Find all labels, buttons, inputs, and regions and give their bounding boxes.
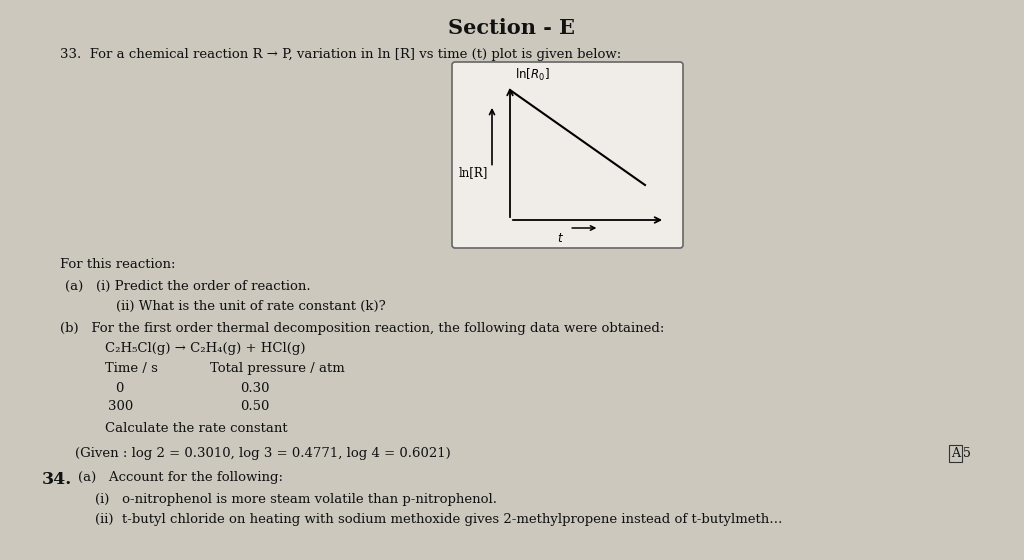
Text: $t$: $t$ xyxy=(557,232,564,245)
Text: A: A xyxy=(951,447,961,460)
Text: 0: 0 xyxy=(115,382,123,395)
Text: 33.  For a chemical reaction R → P, variation in ln [R] vs time (t) plot is give: 33. For a chemical reaction R → P, varia… xyxy=(60,48,622,61)
Text: Section - E: Section - E xyxy=(449,18,575,38)
Text: 0.50: 0.50 xyxy=(240,400,269,413)
Text: (b)   For the first order thermal decomposition reaction, the following data wer: (b) For the first order thermal decompos… xyxy=(60,322,665,335)
Text: 5: 5 xyxy=(963,447,971,460)
Text: 34.: 34. xyxy=(42,471,73,488)
Text: (a)   Account for the following:: (a) Account for the following: xyxy=(78,471,283,484)
Text: 300: 300 xyxy=(108,400,133,413)
Text: ln[R]: ln[R] xyxy=(459,166,488,179)
Text: (ii)  t-butyl chloride on heating with sodium methoxide gives 2-methylpropene in: (ii) t-butyl chloride on heating with so… xyxy=(95,513,782,526)
Text: (ii) What is the unit of rate constant (k)?: (ii) What is the unit of rate constant (… xyxy=(82,300,386,313)
Text: C₂H₅Cl(g) → C₂H₄(g) + HCl(g): C₂H₅Cl(g) → C₂H₄(g) + HCl(g) xyxy=(105,342,305,355)
Text: 0.30: 0.30 xyxy=(240,382,269,395)
FancyBboxPatch shape xyxy=(452,62,683,248)
Text: (i)   o-nitrophenol is more steam volatile than p-nitrophenol.: (i) o-nitrophenol is more steam volatile… xyxy=(95,493,497,506)
Text: (Given : log 2 = 0.3010, log 3 = 0.4771, log 4 = 0.6021): (Given : log 2 = 0.3010, log 3 = 0.4771,… xyxy=(75,447,451,460)
Text: Time / s: Time / s xyxy=(105,362,158,375)
Text: $\ln[R_0]$: $\ln[R_0]$ xyxy=(515,67,550,83)
Text: (a)   (i) Predict the order of reaction.: (a) (i) Predict the order of reaction. xyxy=(65,280,310,293)
Text: Calculate the rate constant: Calculate the rate constant xyxy=(105,422,288,435)
Text: For this reaction:: For this reaction: xyxy=(60,258,175,271)
Text: Total pressure / atm: Total pressure / atm xyxy=(210,362,345,375)
